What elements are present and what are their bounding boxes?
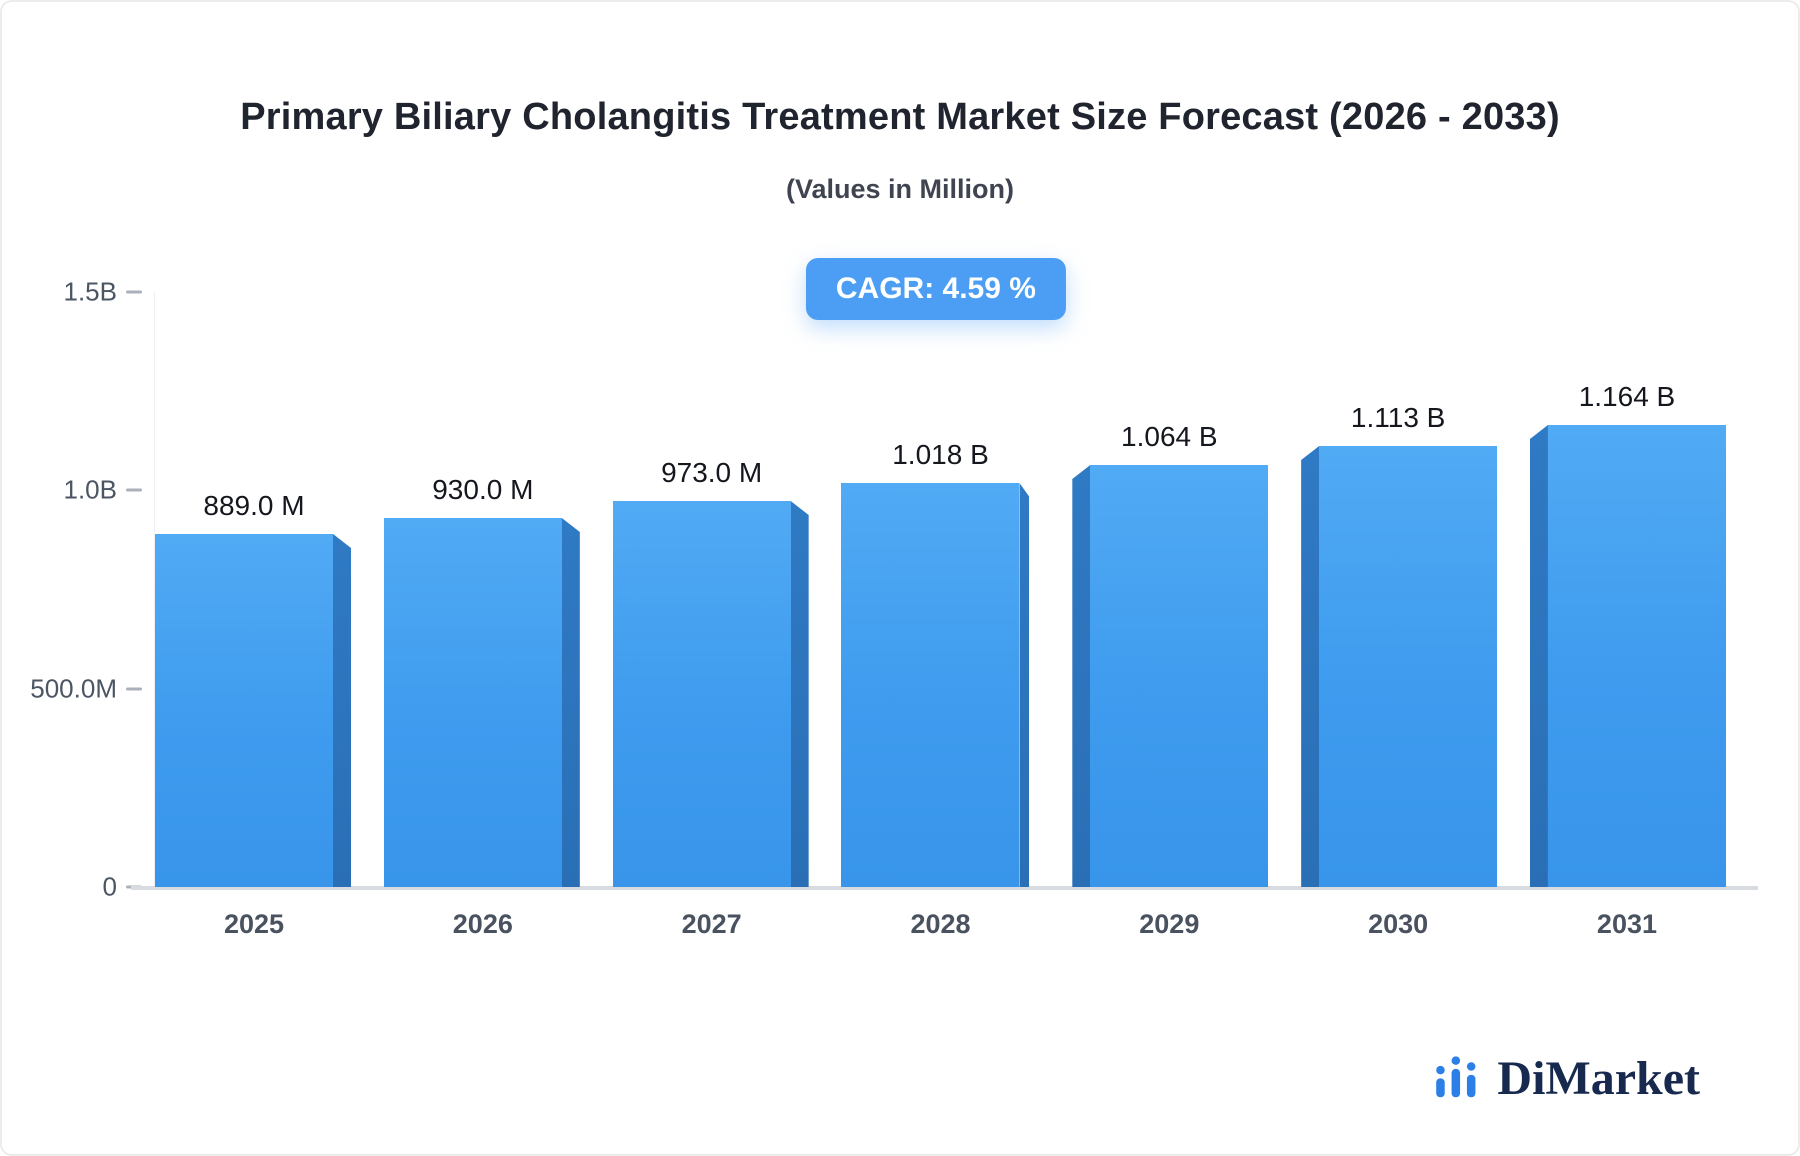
bar-value-label: 1.164 B [1578,381,1676,412]
bar-side-face [1019,483,1030,887]
x-tick-label: 2030 [1368,909,1429,939]
y-tick-label: 500.0M [30,674,142,705]
bar [841,483,1030,887]
bar-side-face [1072,465,1091,887]
x-axis-baseline [131,886,1758,890]
logo-text: DiMarket [1497,1052,1700,1106]
chart-title: Primary Biliary Cholangitis Treatment Ma… [240,96,1560,138]
chart-subtitle: (Values in Million) [785,174,1015,204]
bar-side-face [333,534,351,887]
bar-value-label: 889.0 M [203,490,305,521]
bar-side-face [1529,425,1548,887]
bar-group: 930.0 M 2026 [383,474,582,939]
bar-group: 1.018 B 2028 [841,439,1039,939]
x-tick-label: 2028 [910,909,971,939]
bar [1529,425,1726,887]
bar-value-label: 930.0 M [432,474,534,505]
bar [1301,446,1498,887]
x-tick-label: 2026 [452,909,513,939]
tick-mark [126,290,142,294]
y-tick-label: 1.5B [63,276,142,308]
bar-value-label: 973.0 M [661,457,763,488]
x-tick-label: 2031 [1596,909,1657,939]
x-tick-label: 2027 [681,909,742,939]
tick-mark [126,687,142,691]
y-tick-text: 1.0B [63,474,118,505]
bar-group: 889.0 M 2025 [155,490,353,939]
bar-chart-plot: 889.0 M 2025 930.0 M 2026 973.0 M 2027 1… [131,292,1758,939]
bar-side-face [561,518,580,887]
x-tick-label: 2025 [223,909,285,939]
bar-side-face [790,501,809,887]
y-axis: 1.5B 1.0B 500.0M 0 [2,277,142,902]
bar-group: 1.164 B 2031 [1528,381,1726,939]
y-tick-label: 1.0B [63,474,142,506]
bar-value-label: 1.113 B [1350,402,1446,433]
bar [612,501,809,887]
bar-value-label: 1.018 B [892,439,989,470]
bar-group: 1.064 B 2029 [1070,421,1269,939]
bar-side-face [1301,446,1320,887]
x-tick-label: 2029 [1139,909,1200,939]
bar [155,534,351,887]
y-tick-text: 0 [102,871,117,902]
y-tick-text: 500.0M [30,673,117,704]
bar-value-label: 1.064 B [1121,421,1218,452]
dimarket-logo: DiMarket [1431,1050,1700,1106]
tick-mark [126,488,142,492]
cagr-badge: CAGR: 4.59 % [805,258,1066,320]
bar [1072,465,1269,887]
bar-group: 1.113 B 2030 [1299,402,1498,939]
y-tick-text: 1.5B [63,276,118,307]
bar-group: 973.0 M 2027 [612,457,811,939]
bar [383,518,580,887]
bar-chart-icon [1436,1056,1476,1098]
